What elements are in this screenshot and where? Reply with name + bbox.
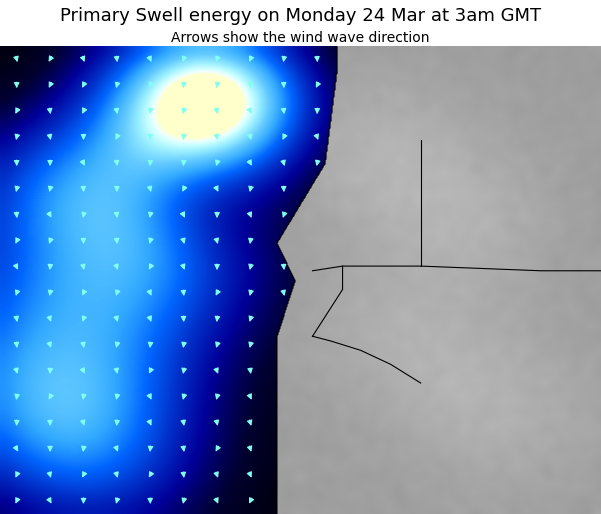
Text: Arrows show the wind wave direction: Arrows show the wind wave direction <box>171 31 430 45</box>
Text: Primary Swell energy on Monday 24 Mar at 3am GMT: Primary Swell energy on Monday 24 Mar at… <box>60 7 541 25</box>
